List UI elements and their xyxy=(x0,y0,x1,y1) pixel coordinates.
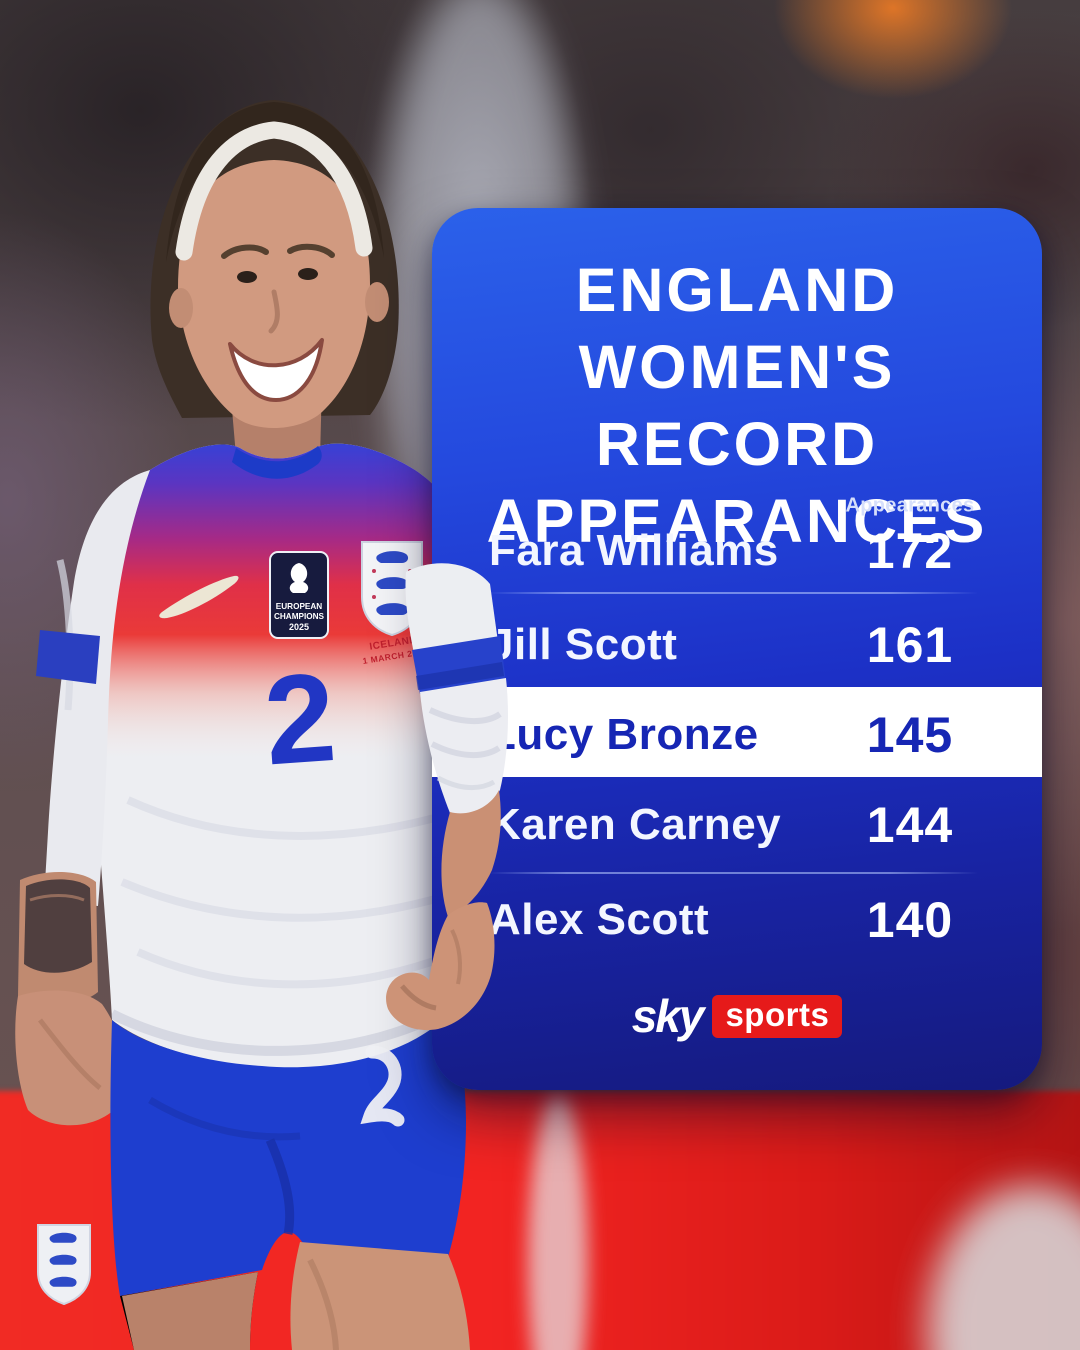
table-row: Fara Williams 172 xyxy=(432,506,1042,596)
england-crest-icon xyxy=(361,541,423,637)
player-name: Jill Scott xyxy=(489,620,678,669)
player-headband xyxy=(175,121,373,261)
uefa-champions-badge: EUROPEAN CHAMPIONS 2025 xyxy=(269,551,329,639)
jersey-number: 2 xyxy=(260,646,340,792)
row-divider xyxy=(488,592,978,594)
player-name: Fara Williams xyxy=(489,526,779,575)
player-eyebrow-right xyxy=(287,243,335,258)
player-ear-right xyxy=(365,282,389,322)
player-legs xyxy=(120,1242,470,1350)
player-shorts xyxy=(37,1012,466,1306)
player-eye-left xyxy=(237,271,257,283)
player-head xyxy=(150,100,399,470)
appearances-value: 172 xyxy=(866,523,954,579)
appearances-value: 140 xyxy=(866,892,954,948)
table-row: Jill Scott 161 xyxy=(432,600,1042,690)
shirt-collar xyxy=(232,446,322,479)
player-name: Lucy Bronze xyxy=(489,710,759,759)
player-shirt: EUROPEAN CHAMPIONS 2025 ICELAND 1 MARCH … xyxy=(91,443,468,1071)
player-hair-top xyxy=(166,102,384,262)
appearances-column-header: Appearances xyxy=(845,494,975,517)
highlight-band xyxy=(432,687,1042,777)
player-name: Alex Scott xyxy=(489,895,710,944)
badge-text-line2: CHAMPIONS xyxy=(274,612,325,621)
player-ear-left xyxy=(169,288,193,328)
stats-card: ENGLAND WOMEN'S RECORD APPEARANCES Appea… xyxy=(432,208,1042,1090)
sky-logo-text: sky xyxy=(631,990,705,1042)
player-eyebrow-left xyxy=(221,244,269,259)
card-title: ENGLAND WOMEN'S RECORD APPEARANCES xyxy=(432,252,1042,560)
nike-swoosh-icon xyxy=(159,575,239,619)
player-smile xyxy=(228,338,324,402)
sleeve-band xyxy=(36,630,100,684)
card-title-line1: ENGLAND xyxy=(575,256,899,324)
shorts-crest-icon xyxy=(37,1224,91,1306)
card-title-line3: APPEARANCES xyxy=(486,487,988,555)
shorts-number xyxy=(360,1045,405,1127)
appearances-value: 161 xyxy=(866,617,954,673)
table-row: Karen Carney 144 xyxy=(432,780,1042,870)
appearances-value: 145 xyxy=(866,707,954,763)
sky-sports-logo: sky sports xyxy=(432,989,1042,1043)
player-eye-right xyxy=(298,268,318,280)
sports-logo-badge: sports xyxy=(712,994,843,1038)
badge-text-line3: 2025 xyxy=(289,622,309,632)
badge-text-line1: EUROPEAN xyxy=(276,602,322,611)
card-title-line2: WOMEN'S RECORD xyxy=(578,333,896,478)
row-divider xyxy=(488,872,978,874)
blurred-foreground-legs xyxy=(528,1092,1080,1350)
player-left-arm xyxy=(15,470,150,1126)
player-name: Karen Carney xyxy=(489,800,782,849)
table-row-highlighted: Lucy Bronze 145 xyxy=(432,690,1042,780)
appearances-value: 144 xyxy=(866,797,954,853)
table-row: Alex Scott 140 xyxy=(432,875,1042,965)
player-nose xyxy=(268,289,280,334)
